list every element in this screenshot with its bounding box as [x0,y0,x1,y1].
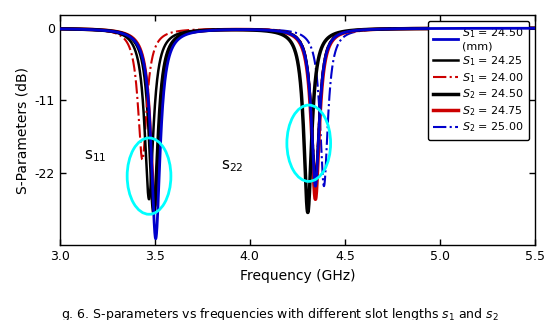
Text: g. 6. S-parameters vs frequencies with different slot lengths $s_1$ and $s_2$: g. 6. S-parameters vs frequencies with d… [61,307,499,320]
Text: s$_{11}$: s$_{11}$ [85,149,107,164]
Text: s$_{22}$: s$_{22}$ [221,158,244,174]
X-axis label: Frequency (GHz): Frequency (GHz) [240,268,355,283]
Y-axis label: S-Parameters (dB): S-Parameters (dB) [15,67,29,194]
Legend: $S_1$ = 24.50
(mm), $S_1$ = 24.25, $S_1$ = 24.00, $S_2$ = 24.50, $S_2$ = 24.75, : $S_1$ = 24.50 (mm), $S_1$ = 24.25, $S_1$… [428,20,529,140]
